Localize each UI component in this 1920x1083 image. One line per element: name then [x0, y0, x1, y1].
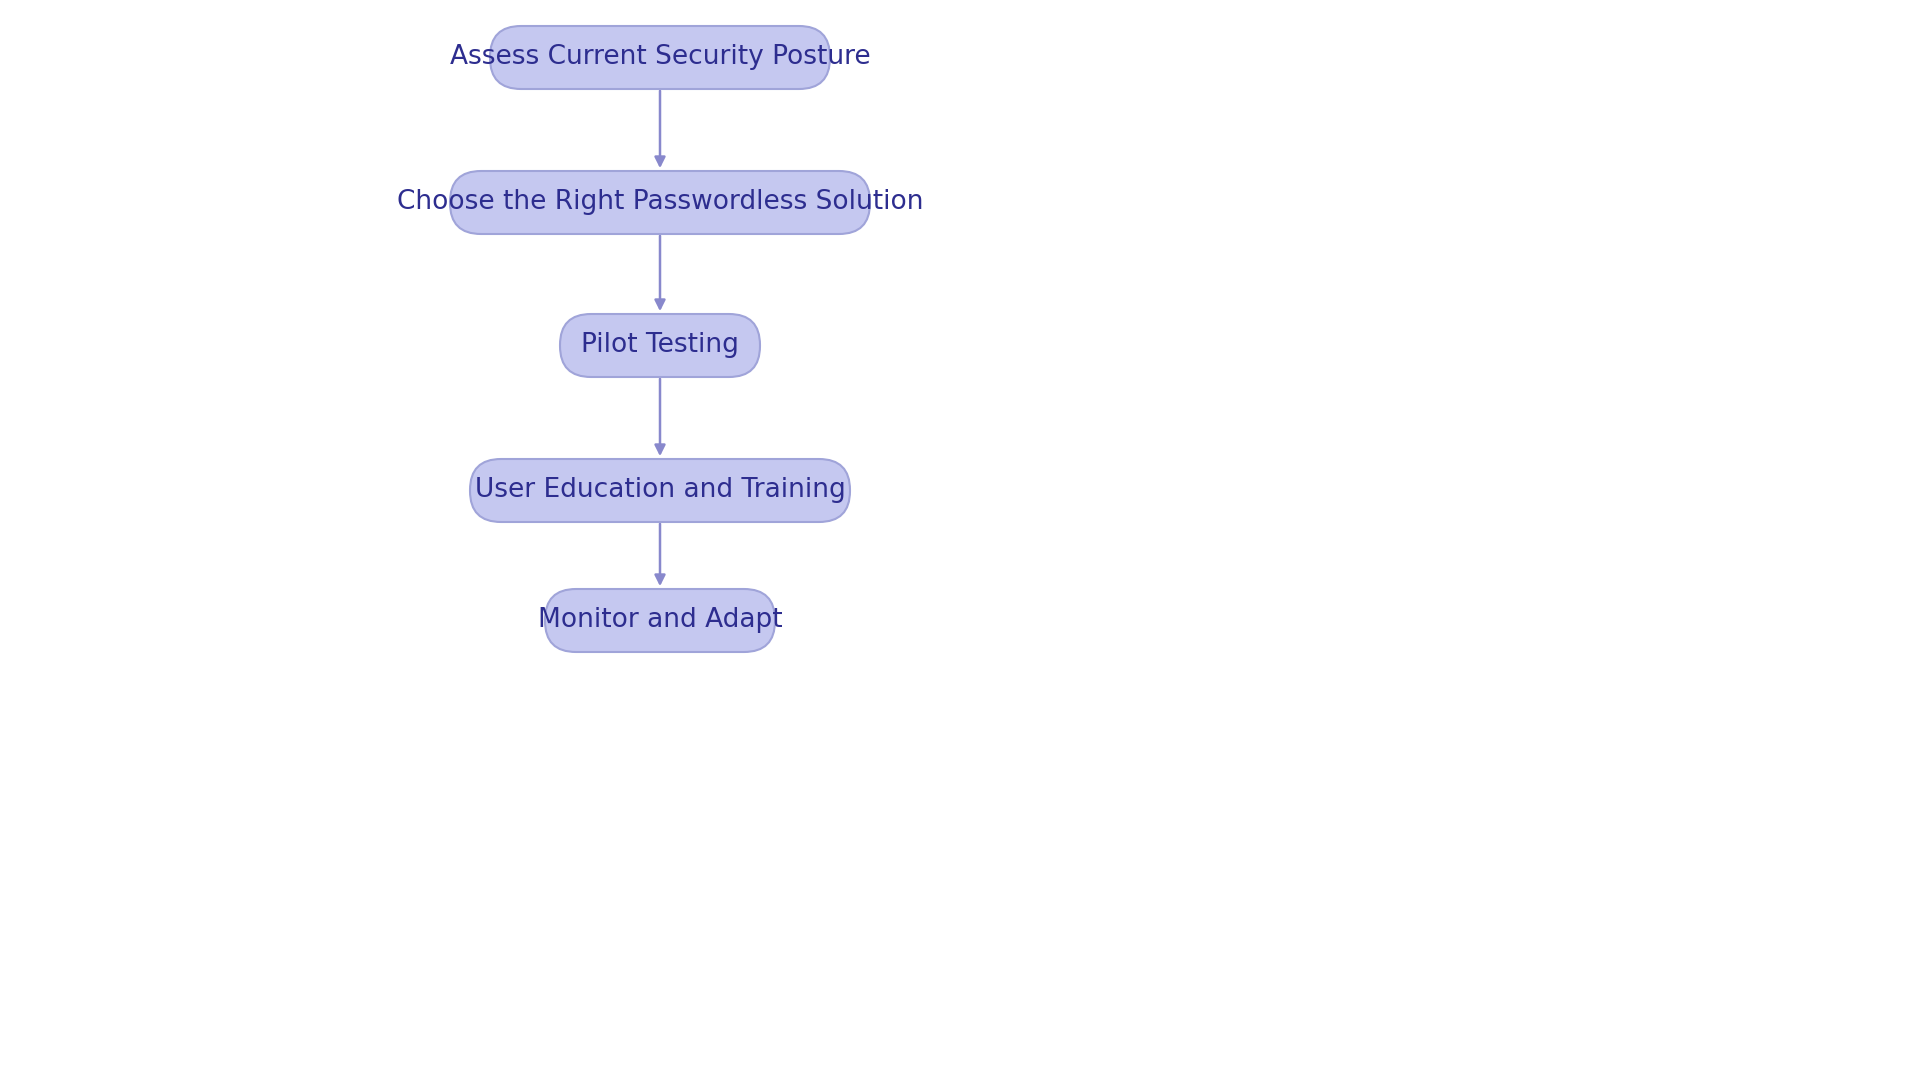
- FancyBboxPatch shape: [490, 26, 829, 89]
- Text: Monitor and Adapt: Monitor and Adapt: [538, 606, 781, 632]
- Text: Choose the Right Passwordless Solution: Choose the Right Passwordless Solution: [397, 190, 924, 216]
- FancyBboxPatch shape: [449, 171, 870, 234]
- FancyBboxPatch shape: [545, 589, 776, 652]
- FancyBboxPatch shape: [470, 459, 851, 522]
- Text: Assess Current Security Posture: Assess Current Security Posture: [449, 44, 870, 70]
- Text: User Education and Training: User Education and Training: [474, 477, 845, 503]
- FancyBboxPatch shape: [561, 314, 760, 377]
- Text: Pilot Testing: Pilot Testing: [582, 332, 739, 358]
